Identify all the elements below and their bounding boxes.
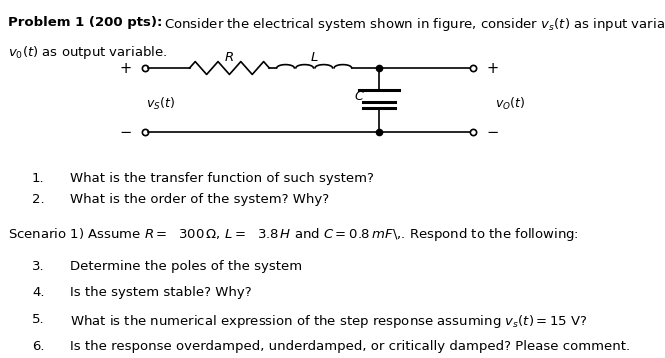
Text: Scenario 1) Assume $R = \ \ 300\,\Omega,\, L = \ \ 3.8\,H$ and $C = 0.8\,mF$\,. : Scenario 1) Assume $R = \ \ 300\,\Omega,… (8, 226, 579, 242)
Text: 1.: 1. (32, 172, 45, 185)
Text: What is the numerical expression of the step response assuming $v_s(t) = 15$ V?: What is the numerical expression of the … (70, 313, 587, 330)
Text: $L$: $L$ (311, 52, 319, 64)
Text: Problem 1 (200 pts):: Problem 1 (200 pts): (8, 16, 162, 29)
Text: $v_O(t)$: $v_O(t)$ (495, 96, 525, 112)
Text: Is the response overdamped, underdamped, or critically damped? Please comment.: Is the response overdamped, underdamped,… (70, 340, 630, 353)
Text: $R$: $R$ (224, 52, 233, 64)
Text: +: + (120, 61, 132, 76)
Text: Consider the electrical system shown in figure, consider $v_s(t)$ as input varia: Consider the electrical system shown in … (160, 16, 665, 33)
Text: What is the order of the system? Why?: What is the order of the system? Why? (70, 193, 329, 206)
Text: $v_S(t)$: $v_S(t)$ (146, 96, 175, 112)
Text: 5.: 5. (32, 313, 45, 326)
Text: 2.: 2. (32, 193, 45, 206)
Text: 3.: 3. (32, 260, 45, 272)
Text: 4.: 4. (32, 286, 45, 299)
Text: +: + (487, 61, 499, 76)
Text: $v_0(t)$ as output variable.: $v_0(t)$ as output variable. (8, 44, 167, 61)
Text: −: − (120, 125, 132, 140)
Text: What is the transfer function of such system?: What is the transfer function of such sy… (70, 172, 374, 185)
Text: Determine the poles of the system: Determine the poles of the system (70, 260, 302, 272)
Text: 6.: 6. (32, 340, 45, 353)
Text: $C$: $C$ (354, 90, 364, 103)
Text: −: − (487, 125, 499, 140)
Text: Is the system stable? Why?: Is the system stable? Why? (70, 286, 251, 299)
